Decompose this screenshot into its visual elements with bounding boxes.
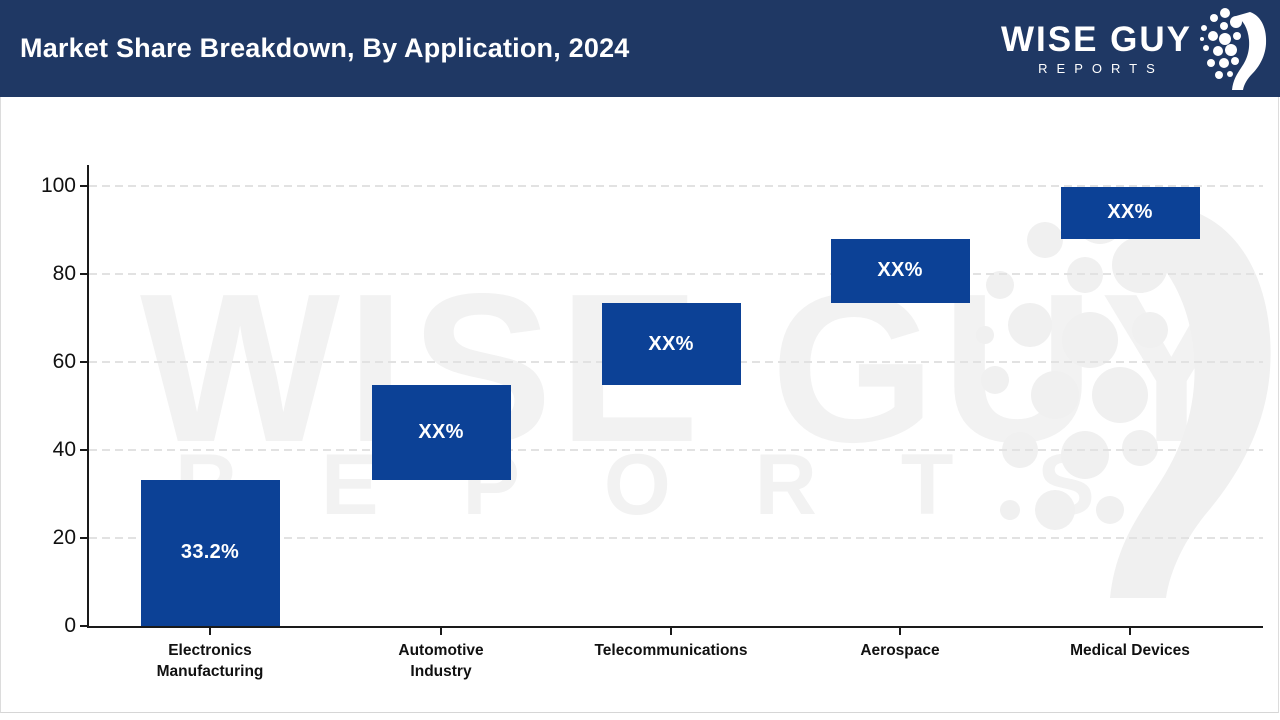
watermark-subtitle: REPORTS [175, 437, 1179, 533]
x-axis-tick [1129, 628, 1131, 635]
wise-guy-logo: WISE GUY REPORTS [1001, 6, 1268, 92]
header-bar: Market Share Breakdown, By Application, … [0, 0, 1280, 97]
bar-value-label: XX% [877, 259, 923, 282]
x-axis-category-label: Electronics Manufacturing [100, 640, 320, 682]
y-axis-tick-label: 80 [52, 262, 76, 285]
gridline [89, 273, 1263, 275]
x-axis-label-line: Electronics [168, 642, 252, 659]
x-axis-category-label: Automotive Industry [331, 640, 551, 682]
x-axis-label-line: Aerospace [860, 642, 940, 659]
y-axis-tick [80, 537, 88, 539]
bar-value-label: XX% [648, 332, 694, 355]
bar-value-label: 33.2% [180, 541, 240, 564]
y-axis-tick-label: 100 [40, 174, 76, 197]
y-axis-tick-label: 60 [52, 350, 76, 373]
logo-text: WISE GUY REPORTS [1001, 22, 1192, 75]
x-axis-label-line: Medical Devices [1070, 642, 1190, 659]
gridline [89, 185, 1263, 187]
y-axis-tick [80, 361, 88, 363]
bar-value-label: XX% [418, 421, 464, 444]
x-axis-label-line: Automotive [398, 642, 484, 659]
gridline [89, 537, 1263, 539]
x-axis-category-label: Aerospace [790, 640, 1010, 661]
y-axis-tick-label: 0 [64, 614, 76, 637]
y-axis-line [87, 165, 89, 628]
x-axis-line [87, 626, 1263, 628]
chart-bar: XX% [601, 303, 741, 386]
logo-wordmark: WISE GUY [1000, 20, 1192, 59]
x-axis-tick [670, 628, 672, 635]
bar-value-label: XX% [1107, 201, 1153, 224]
x-axis-tick [440, 628, 442, 635]
page-title: Market Share Breakdown, By Application, … [20, 33, 630, 63]
y-axis-tick [80, 625, 88, 627]
x-axis-tick [899, 628, 901, 635]
chart-bar: 33.2% [140, 479, 280, 626]
dotted-face-icon [1200, 7, 1267, 90]
logo-subtitle: REPORTS [1038, 61, 1164, 76]
y-axis-tick [80, 273, 88, 275]
chart-bar: XX% [830, 238, 970, 303]
x-axis-label-line: Industry [410, 663, 472, 680]
x-axis-category-label: Medical Devices [1020, 640, 1240, 661]
chart-bar: XX% [371, 385, 511, 480]
gridline [89, 449, 1263, 451]
x-axis-tick [209, 628, 211, 635]
x-axis-label-line: Telecommunications [594, 642, 748, 659]
y-axis-tick-label: 40 [52, 438, 76, 461]
x-axis-label-line: Manufacturing [156, 663, 264, 680]
y-axis-tick [80, 449, 88, 451]
chart-bar: XX% [1060, 186, 1200, 239]
x-axis-category-label: Telecommunications [561, 640, 781, 661]
y-axis-tick [80, 185, 88, 187]
y-axis-tick-label: 20 [52, 526, 76, 549]
